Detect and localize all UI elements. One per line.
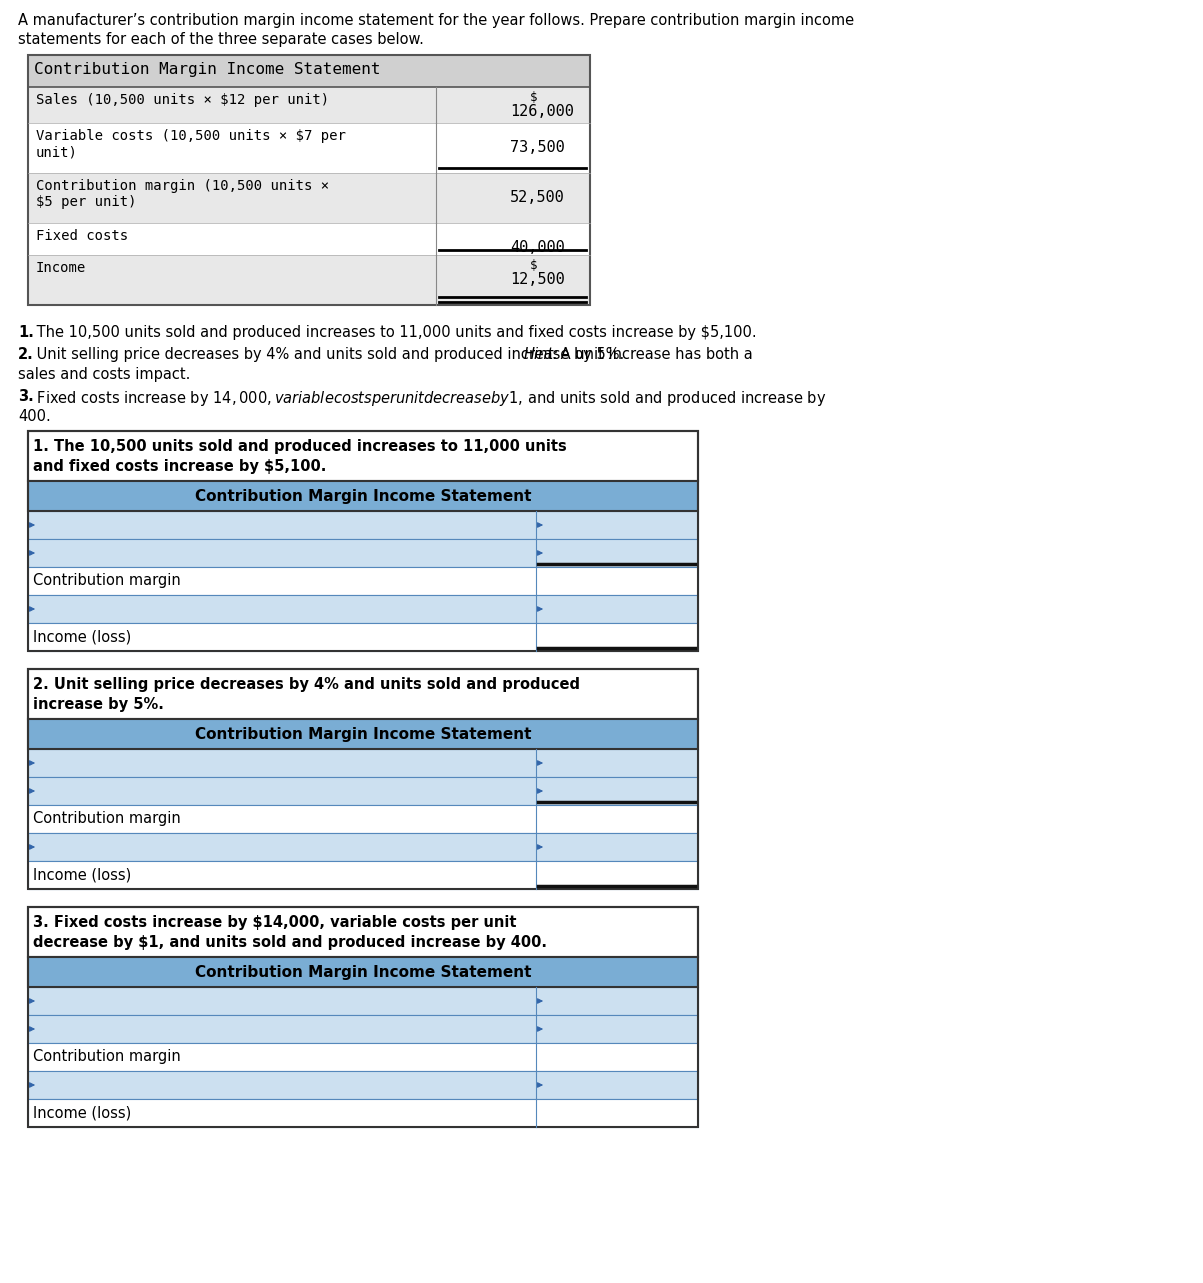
Text: Contribution Margin Income Statement: Contribution Margin Income Statement	[195, 489, 532, 503]
Text: 1.: 1.	[18, 325, 34, 340]
Text: Contribution margin (10,500 units ×
$5 per unit): Contribution margin (10,500 units × $5 p…	[36, 180, 330, 209]
Bar	[28, 431, 698, 481]
Text: 12,500: 12,500	[510, 272, 564, 287]
Text: sales and costs impact.: sales and costs impact.	[18, 367, 190, 382]
Bar	[28, 668, 698, 889]
Bar	[28, 255, 589, 305]
Text: Income (loss): Income (loss)	[32, 1106, 131, 1120]
Text: 52,500: 52,500	[510, 190, 564, 205]
Text: Hint:: Hint:	[525, 346, 559, 362]
Text: decrease by $1, and units sold and produced increase by 400.: decrease by $1, and units sold and produ…	[32, 935, 547, 949]
Bar	[28, 55, 589, 305]
Bar	[28, 718, 698, 749]
Text: Fixed costs increase by $14,000, variable costs per unit decrease by $1, and uni: Fixed costs increase by $14,000, variabl…	[32, 389, 826, 408]
Bar	[28, 223, 589, 255]
Bar	[28, 804, 698, 833]
Bar	[28, 1015, 698, 1043]
Text: Income (loss): Income (loss)	[32, 630, 131, 644]
Bar	[28, 431, 698, 650]
Text: 40,000: 40,000	[510, 240, 564, 255]
Bar	[28, 861, 698, 889]
Text: Unit selling price decreases by 4% and units sold and produced increase by 5%.: Unit selling price decreases by 4% and u…	[32, 346, 629, 362]
Bar	[28, 907, 698, 1126]
Text: Fixed costs: Fixed costs	[36, 228, 129, 242]
Text: Income (loss): Income (loss)	[32, 867, 131, 883]
Text: Contribution Margin Income Statement: Contribution Margin Income Statement	[195, 726, 532, 742]
Text: $: $	[531, 91, 538, 104]
Text: 400.: 400.	[18, 409, 51, 423]
Text: The 10,500 units sold and produced increases to 11,000 units and fixed costs inc: The 10,500 units sold and produced incre…	[32, 325, 757, 340]
Text: 3.: 3.	[18, 389, 34, 404]
Bar	[28, 957, 698, 987]
Text: increase by 5%.: increase by 5%.	[32, 697, 164, 712]
Text: 3. Fixed costs increase by $14,000, variable costs per unit: 3. Fixed costs increase by $14,000, vari…	[32, 915, 516, 930]
Text: Contribution margin: Contribution margin	[32, 574, 180, 589]
Bar	[28, 1100, 698, 1126]
Bar	[28, 87, 589, 123]
Text: Contribution Margin Income Statement: Contribution Margin Income Statement	[34, 62, 380, 77]
Text: Variable costs (10,500 units × $7 per
unit): Variable costs (10,500 units × $7 per un…	[36, 130, 346, 159]
Text: A manufacturer’s contribution margin income statement for the year follows. Prep: A manufacturer’s contribution margin inc…	[18, 13, 854, 28]
Bar	[28, 173, 589, 223]
Bar	[28, 539, 698, 567]
Bar	[28, 55, 589, 87]
Bar	[28, 123, 589, 173]
Text: 73,500: 73,500	[510, 140, 564, 155]
Text: 2. Unit selling price decreases by 4% and units sold and produced: 2. Unit selling price decreases by 4% an…	[32, 677, 580, 692]
Text: and fixed costs increase by $5,100.: and fixed costs increase by $5,100.	[32, 459, 326, 473]
Text: statements for each of the three separate cases below.: statements for each of the three separat…	[18, 32, 423, 47]
Bar	[28, 749, 698, 777]
Bar	[28, 777, 698, 804]
Bar	[28, 481, 698, 511]
Bar	[28, 595, 698, 624]
Text: Contribution Margin Income Statement: Contribution Margin Income Statement	[195, 965, 532, 979]
Text: 1. The 10,500 units sold and produced increases to 11,000 units: 1. The 10,500 units sold and produced in…	[32, 439, 567, 454]
Bar	[28, 1071, 698, 1100]
Text: Contribution margin: Contribution margin	[32, 1049, 180, 1065]
Bar	[28, 987, 698, 1015]
Bar	[28, 668, 698, 718]
Text: Sales (10,500 units × $12 per unit): Sales (10,500 units × $12 per unit)	[36, 92, 330, 106]
Text: Income: Income	[36, 260, 87, 275]
Text: 126,000: 126,000	[510, 104, 574, 119]
Text: 2.: 2.	[18, 346, 34, 362]
Text: $: $	[531, 259, 538, 272]
Bar	[28, 567, 698, 595]
Text: Contribution margin: Contribution margin	[32, 812, 180, 826]
Bar	[28, 907, 698, 957]
Bar	[28, 1043, 698, 1071]
Bar	[28, 511, 698, 539]
Text: A unit increase has both a: A unit increase has both a	[557, 346, 753, 362]
Bar	[28, 833, 698, 861]
Bar	[28, 624, 698, 650]
